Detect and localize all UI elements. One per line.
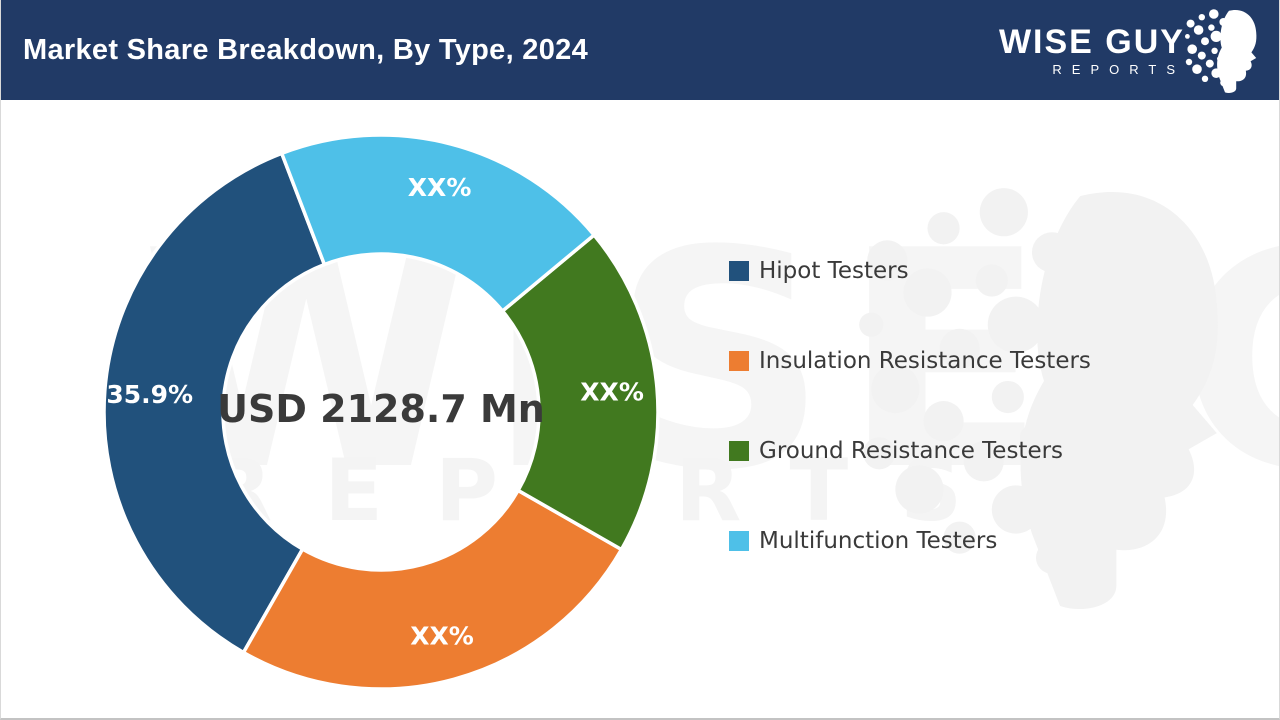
- donut-segment-multifunction-testers: [279, 133, 596, 313]
- slice-percentage-label: XX%: [580, 377, 644, 406]
- donut-segment-insulation-resistance-testers: [241, 488, 624, 691]
- page-title: Market Share Breakdown, By Type, 2024: [23, 33, 589, 66]
- legend-item-multifunction-testers: Multifunction Testers: [729, 527, 1091, 554]
- legend-swatch: [729, 260, 749, 281]
- legend-item-ground-resistance-testers: Ground Resistance Testers: [729, 437, 1091, 464]
- face-profile-icon: [1179, 6, 1263, 94]
- legend-label: Multifunction Testers: [759, 527, 998, 554]
- logo-text: WISE GUY REPORTS: [999, 25, 1185, 76]
- logo-subtitle: REPORTS: [1052, 61, 1185, 77]
- legend-label: Ground Resistance Testers: [759, 437, 1064, 464]
- legend-item-hipot-testers: Hipot Testers: [729, 257, 1091, 284]
- legend-label: Insulation Resistance Testers: [759, 347, 1091, 374]
- donut-chart: 35.9% XX% XX% XX%: [102, 133, 660, 691]
- legend-item-insulation-resistance-testers: Insulation Resistance Testers: [729, 347, 1091, 374]
- wise-guy-logo: WISE GUY REPORTS: [999, 6, 1263, 94]
- slice-percentage-label: 35.9%: [106, 380, 193, 409]
- chart-legend: Hipot Testers Insulation Resistance Test…: [729, 257, 1091, 617]
- legend-swatch: [729, 530, 749, 551]
- legend-swatch: [729, 350, 749, 371]
- donut-segment-hipot-testers: [102, 151, 327, 655]
- chart-center-value: USD 2128.7 Mn: [217, 387, 545, 431]
- slice-percentage-label: XX%: [408, 173, 472, 202]
- legend-label: Hipot Testers: [759, 257, 909, 284]
- header-bar: Market Share Breakdown, By Type, 2024 WI…: [1, 0, 1279, 100]
- logo-wordmark: WISE GUY: [998, 22, 1185, 61]
- slice-percentage-label: XX%: [410, 621, 474, 650]
- donut-segment-ground-resistance-testers: [500, 233, 660, 552]
- legend-swatch: [729, 440, 749, 461]
